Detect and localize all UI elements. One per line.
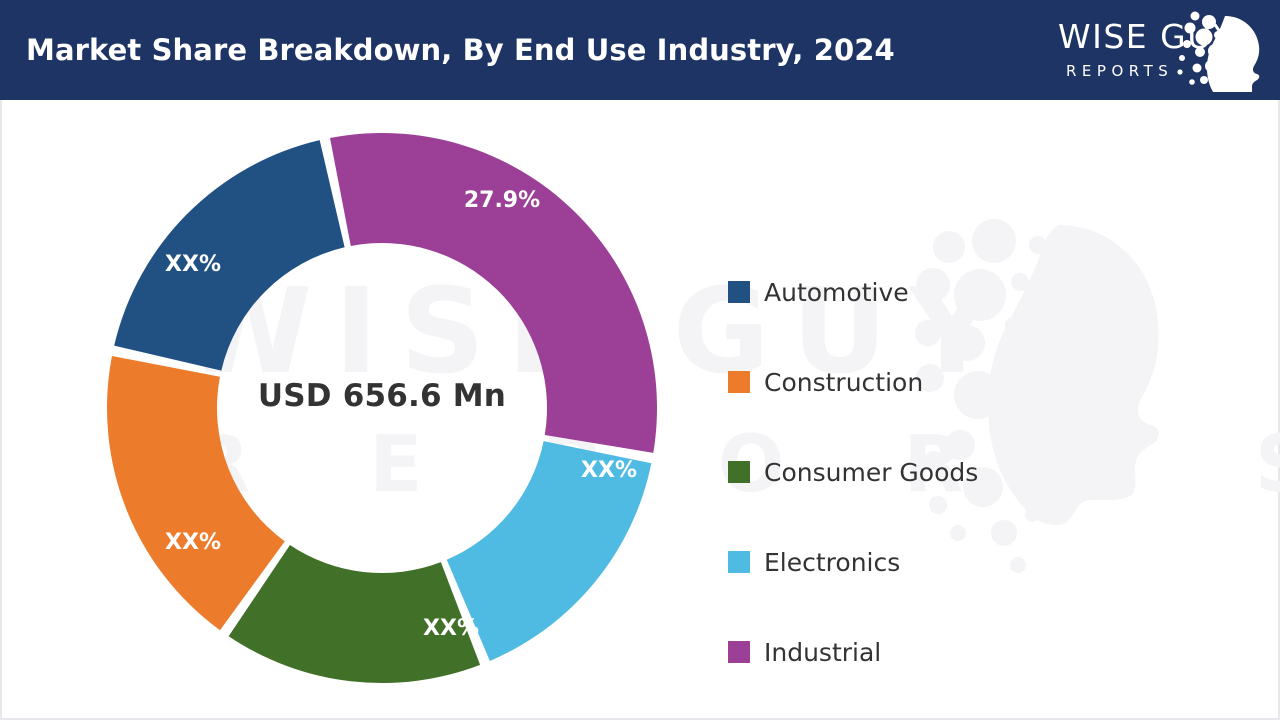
legend-item-construction[interactable]: Construction: [728, 337, 1148, 427]
wise-guy-reports-logo: WISE GUY REPORTS: [1058, 11, 1260, 92]
donut-slice-labels: 27.9% XX% XX% XX% XX%: [165, 188, 637, 641]
head-profile-dots-icon: [1177, 11, 1260, 92]
donut-slice-automotive[interactable]: [114, 140, 345, 371]
legend-item-consumer-goods[interactable]: Consumer Goods: [728, 427, 1148, 517]
legend-item-label: Construction: [764, 367, 924, 397]
legend-item-automotive[interactable]: Automotive: [728, 247, 1148, 337]
legend-swatch-icon: [728, 461, 750, 483]
legend-item-label: Industrial: [764, 637, 882, 667]
donut-slice-industrial[interactable]: [329, 132, 658, 453]
donut-slice-consumer-goods[interactable]: [228, 544, 481, 683]
chart-legend: Automotive Construction Consumer Goods E…: [728, 247, 1148, 697]
page-title: Market Share Breakdown, By End Use Indus…: [26, 33, 895, 67]
legend-item-label: Consumer Goods: [764, 457, 979, 487]
slice-label-industrial: 27.9%: [464, 188, 540, 213]
legend-item-industrial[interactable]: Industrial: [728, 607, 1148, 697]
legend-item-label: Automotive: [764, 277, 909, 307]
header-bar: Market Share Breakdown, By End Use Indus…: [0, 0, 1280, 100]
donut-slice-electronics[interactable]: [446, 441, 652, 661]
slice-label-construction: XX%: [165, 530, 221, 555]
donut-slices: [107, 132, 658, 683]
legend-swatch-icon: [728, 371, 750, 393]
legend-swatch-icon: [728, 281, 750, 303]
legend-item-electronics[interactable]: Electronics: [728, 517, 1148, 607]
donut-slice-construction[interactable]: [107, 355, 285, 631]
legend-item-label: Electronics: [764, 547, 901, 577]
logo-text-secondary: REPORTS: [1066, 62, 1173, 80]
legend-swatch-icon: [728, 551, 750, 573]
slice-label-electronics: XX%: [581, 458, 637, 483]
donut-chart: 27.9% XX% XX% XX% XX% USD 656.6 Mn: [2, 100, 702, 720]
slice-label-consumer-goods: XX%: [423, 616, 479, 641]
donut-chart-svg: 27.9% XX% XX% XX% XX%: [107, 132, 658, 683]
donut-center-value: USD 656.6 Mn: [257, 378, 507, 414]
slice-label-automotive: XX%: [165, 252, 221, 277]
legend-swatch-icon: [728, 641, 750, 663]
